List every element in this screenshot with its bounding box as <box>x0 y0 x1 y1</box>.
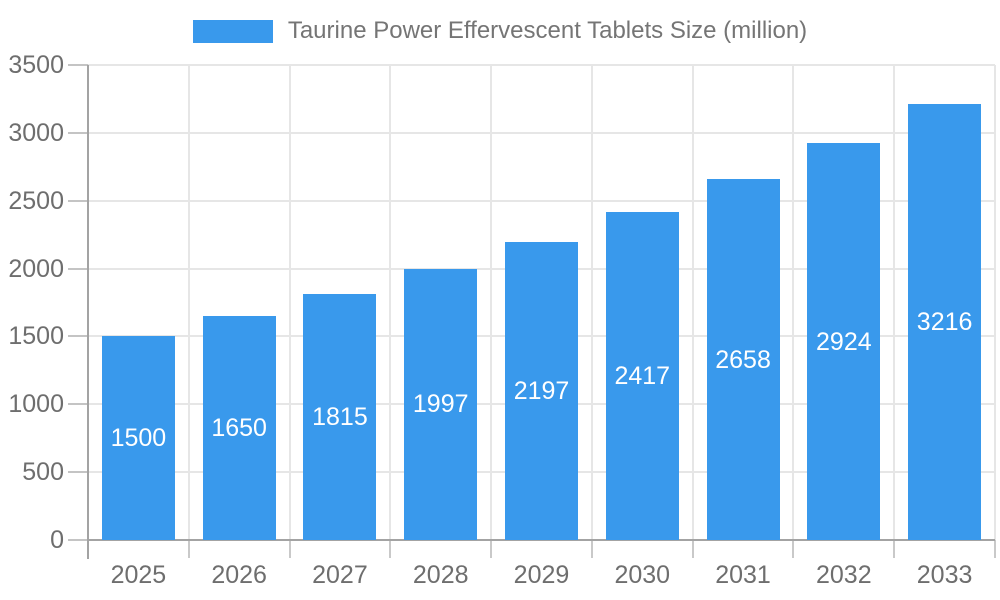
legend-label[interactable]: Taurine Power Effervescent Tablets Size … <box>287 17 808 44</box>
x-axis-tick <box>490 540 493 558</box>
x-gridline <box>994 65 996 540</box>
y-tick-label: 3500 <box>8 51 64 79</box>
x-axis-tick <box>792 540 795 558</box>
y-axis-tick <box>68 131 88 134</box>
x-tick-label: 2025 <box>110 561 167 589</box>
x-gridline <box>590 65 593 540</box>
bar: 1997 <box>404 268 478 540</box>
x-axis-tick <box>590 540 593 558</box>
bar-value-label: 1815 <box>312 402 368 431</box>
x-tick-label: 2031 <box>715 561 771 589</box>
bar: 1815 <box>303 293 377 540</box>
y-axis-tick <box>68 335 88 338</box>
bar-value-label: 2197 <box>513 376 570 405</box>
y-axis-tick <box>68 403 88 406</box>
y-axis-tick <box>68 539 88 541</box>
y-tick-label: 0 <box>50 526 64 554</box>
x-tick-label: 2027 <box>312 561 368 589</box>
y-tick-label: 500 <box>22 458 64 487</box>
x-gridline <box>490 65 493 540</box>
bar-value-label: 2417 <box>614 361 671 390</box>
x-axis-tick <box>691 540 694 558</box>
x-gridline <box>893 65 896 540</box>
x-gridline <box>389 65 392 540</box>
x-gridline <box>792 65 795 540</box>
x-axis-tick <box>994 540 996 558</box>
bar-value-label: 1650 <box>211 414 267 443</box>
bar: 1500 <box>101 336 175 540</box>
bar: 3216 <box>908 103 982 540</box>
x-tick-label: 2026 <box>211 561 267 589</box>
x-tick-label: 2033 <box>916 561 973 589</box>
x-tick-label: 2029 <box>513 561 570 589</box>
bar-value-label: 1997 <box>412 390 469 419</box>
y-tick-label: 3000 <box>8 118 64 147</box>
x-axis-tick <box>288 540 291 558</box>
bar-value-label: 2658 <box>715 345 771 374</box>
bar-value-label: 2924 <box>816 327 872 356</box>
bar: 2658 <box>706 179 780 540</box>
x-axis-tick <box>893 540 896 558</box>
bar: 1650 <box>202 316 276 540</box>
y-axis-line <box>87 65 89 559</box>
y-gridline <box>88 131 995 134</box>
x-gridline <box>288 65 291 540</box>
y-tick-label: 2500 <box>8 186 64 215</box>
legend[interactable]: Taurine Power Effervescent Tablets Size … <box>0 17 1000 45</box>
bar: 2197 <box>505 241 578 540</box>
bar-value-label: 3216 <box>916 307 973 336</box>
x-axis-tick <box>187 540 190 558</box>
y-gridline <box>88 64 995 66</box>
bar: 2417 <box>605 211 679 540</box>
x-gridline <box>691 65 694 540</box>
y-tick-label: 2000 <box>8 254 64 283</box>
y-axis-tick <box>68 199 88 202</box>
y-gridline <box>88 199 995 202</box>
x-tick-label: 2028 <box>412 561 469 589</box>
y-tick-label: 1500 <box>8 322 64 351</box>
y-axis-tick <box>68 64 88 66</box>
bar-value-label: 1500 <box>110 424 167 453</box>
x-tick-label: 2030 <box>614 561 671 589</box>
legend-swatch-icon[interactable] <box>192 19 273 43</box>
x-tick-label: 2032 <box>816 561 872 589</box>
x-axis-line <box>87 539 995 541</box>
y-axis-tick <box>68 471 88 474</box>
bar: 2924 <box>807 143 881 540</box>
x-axis-tick <box>389 540 392 558</box>
x-gridline <box>187 65 190 540</box>
y-tick-label: 1000 <box>8 390 64 419</box>
y-axis-tick <box>68 267 88 270</box>
